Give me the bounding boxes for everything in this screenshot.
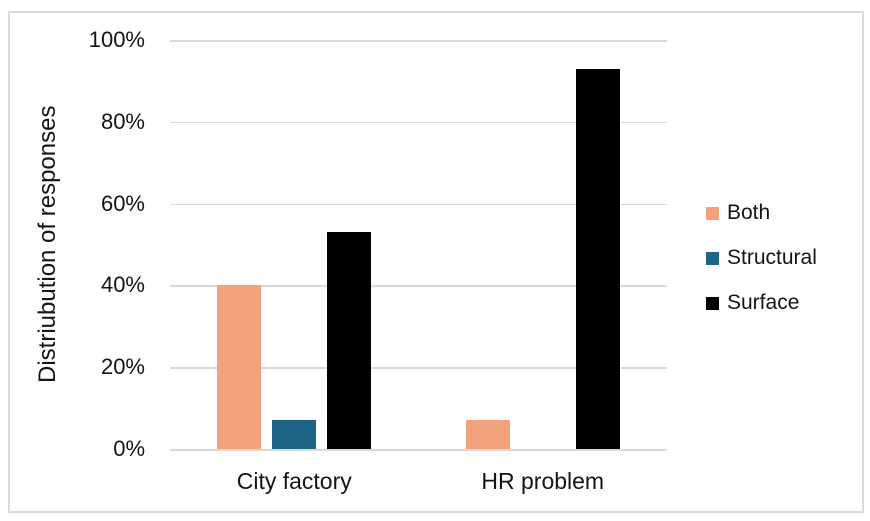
legend-label-structural: Structural bbox=[727, 246, 817, 269]
x-category-label: City factory bbox=[236, 468, 352, 494]
y-tick-label: 80% bbox=[100, 108, 145, 134]
chart-border bbox=[8, 11, 864, 513]
legend-swatch-both bbox=[706, 206, 719, 220]
gridline bbox=[170, 285, 667, 287]
y-tick-label: 40% bbox=[100, 272, 145, 298]
y-tick-label: 100% bbox=[88, 27, 145, 52]
x-category-label: HR problem bbox=[481, 468, 605, 494]
bar-structural-city-factory bbox=[272, 420, 317, 449]
y-tick-label: 0% bbox=[113, 436, 145, 461]
legend-label-both: Both bbox=[727, 201, 771, 224]
legend: Both Structural Surface bbox=[706, 201, 817, 336]
gridline bbox=[170, 449, 667, 451]
y-tick-label: 60% bbox=[100, 190, 145, 216]
legend-swatch-surface bbox=[706, 296, 719, 310]
legend-item-structural: Structural bbox=[706, 246, 817, 270]
bar-both-city-factory bbox=[217, 285, 262, 449]
y-tick-label: 20% bbox=[100, 354, 145, 380]
gridline bbox=[170, 367, 667, 369]
gridline bbox=[170, 203, 667, 206]
bar-surface-hr-problem bbox=[575, 68, 620, 449]
gridline bbox=[170, 121, 667, 124]
legend-item-both: Both bbox=[706, 201, 817, 225]
bar-both-hr-problem bbox=[465, 420, 510, 449]
legend-swatch-structural bbox=[706, 251, 719, 265]
legend-label-surface: Surface bbox=[727, 291, 800, 314]
legend-item-surface: Surface bbox=[706, 291, 817, 315]
bar-surface-city-factory bbox=[327, 232, 372, 449]
y-axis-title: Distriubution of responses bbox=[34, 105, 61, 384]
gridline bbox=[170, 40, 667, 42]
